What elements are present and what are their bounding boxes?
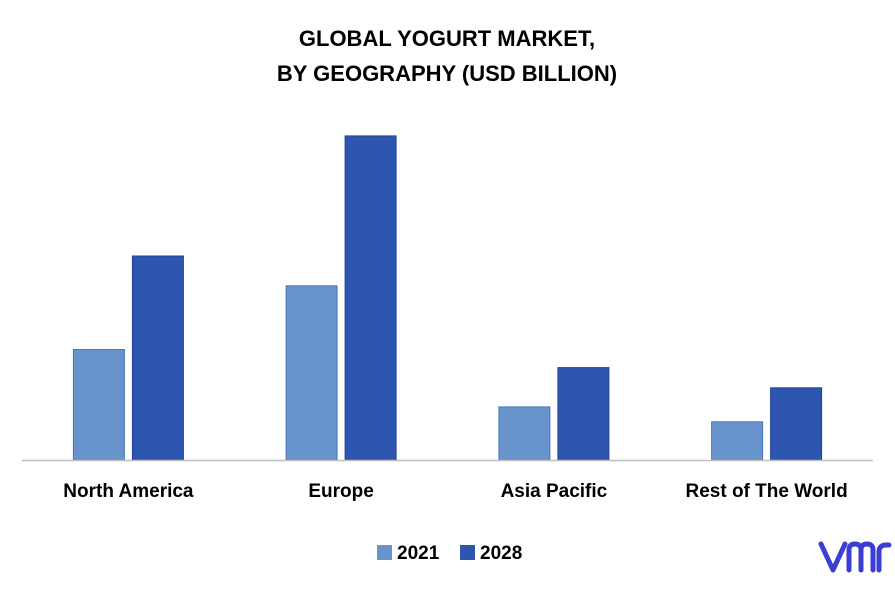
vmr-logo	[818, 541, 892, 573]
logo-m-mark	[846, 541, 876, 573]
bar-rest-of-the-world-2021	[711, 421, 764, 461]
bar-north-america-2021	[72, 349, 125, 461]
bar-asia-pacific-2021	[498, 406, 551, 461]
bar-asia-pacific-2028	[557, 367, 610, 461]
x-tick-label: Europe	[308, 481, 373, 502]
bar-europe-2021	[285, 285, 338, 461]
legend-swatch-2028	[460, 545, 475, 560]
bars-group	[72, 135, 823, 461]
bar-europe-2028	[344, 135, 397, 461]
legend-label-2021: 2021	[397, 543, 440, 564]
bar-rest-of-the-world-2028	[770, 387, 823, 461]
legend-label-2028: 2028	[480, 543, 522, 564]
x-tick-label: Asia Pacific	[501, 481, 608, 502]
logo-r-mark	[876, 542, 892, 573]
x-tick-label: North America	[63, 481, 194, 502]
legend-swatch-2021	[377, 545, 392, 560]
x-tick-label: Rest of The World	[685, 481, 847, 502]
chart-title-line-1: GLOBAL YOGURT MARKET,	[299, 26, 595, 51]
x-tick-labels: North America Europe Asia Pacific Rest of T…	[63, 481, 847, 502]
logo-v-mark	[818, 541, 848, 573]
chart-title-line-2: BY GEOGRAPHY (USD BILLION)	[277, 61, 617, 86]
bar-north-america-2028	[131, 255, 184, 461]
legend: 2021 2028	[377, 543, 522, 564]
chart-title: GLOBAL YOGURT MARKET, BY GEOGRAPHY (USD …	[277, 26, 617, 86]
